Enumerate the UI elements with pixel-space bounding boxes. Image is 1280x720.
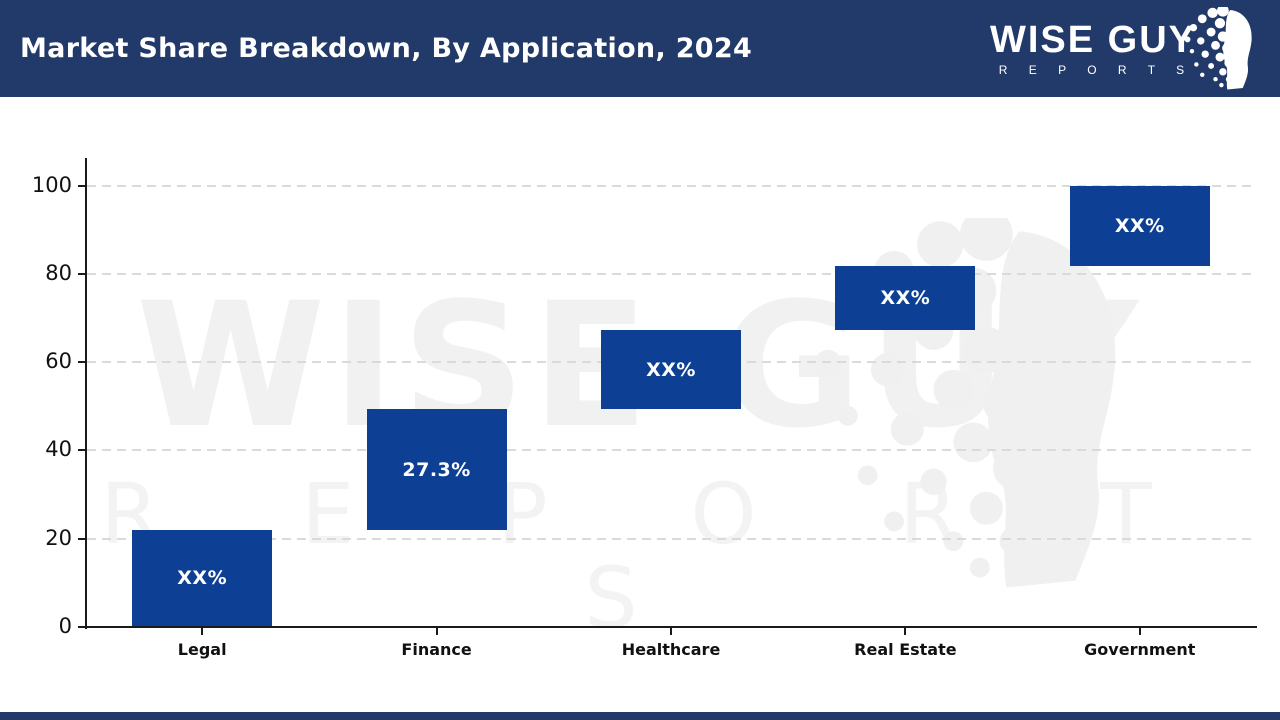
bar-value-label: XX% bbox=[646, 358, 696, 381]
x-tick-mark bbox=[904, 628, 907, 635]
y-tick-mark bbox=[78, 626, 85, 628]
bar-value-label: XX% bbox=[880, 286, 931, 309]
dotted-head-icon bbox=[1184, 6, 1252, 90]
x-category-label: Real Estate bbox=[854, 640, 957, 659]
page-title: Market Share Breakdown, By Application, … bbox=[20, 33, 753, 64]
x-category-label: Healthcare bbox=[621, 640, 721, 659]
bar-value-label: 27.3% bbox=[402, 458, 471, 481]
bar-real-estate: XX% bbox=[835, 265, 976, 330]
y-tick-label: 0 bbox=[58, 614, 72, 638]
x-tick-mark bbox=[1138, 628, 1141, 635]
y-tick-label: 60 bbox=[45, 349, 72, 374]
y-tick-mark bbox=[78, 272, 85, 275]
x-tick-mark bbox=[670, 628, 672, 635]
x-category-label: Finance bbox=[401, 640, 472, 659]
y-axis-line bbox=[85, 158, 87, 629]
bar-healthcare: XX% bbox=[601, 329, 741, 410]
brand-subname: R E P O R T S bbox=[998, 63, 1194, 77]
footer-bar bbox=[0, 712, 1280, 720]
bar-government: XX% bbox=[1069, 185, 1210, 266]
y-tick-label: 100 bbox=[31, 172, 72, 197]
y-gridline bbox=[87, 537, 1257, 540]
x-tick-mark bbox=[201, 628, 204, 635]
bar-value-label: XX% bbox=[177, 567, 228, 590]
x-tick-mark bbox=[435, 628, 438, 635]
bar-finance: 27.3% bbox=[366, 409, 507, 530]
brand-name: WISE GUY bbox=[989, 19, 1196, 61]
y-tick-mark bbox=[78, 449, 85, 452]
x-category-label: Government bbox=[1084, 640, 1196, 659]
brand-logo: WISE GUY R E P O R T S bbox=[990, 6, 1254, 91]
y-tick-label: 80 bbox=[45, 260, 72, 285]
x-category-label: Legal bbox=[177, 640, 227, 659]
y-tick-mark bbox=[78, 537, 85, 540]
y-tick-label: 40 bbox=[45, 437, 72, 462]
y-tick-mark bbox=[78, 184, 85, 187]
y-tick-label: 20 bbox=[45, 525, 72, 550]
x-axis-line bbox=[85, 626, 1257, 628]
y-gridline bbox=[87, 184, 1257, 187]
header-bar: Market Share Breakdown, By Application, … bbox=[0, 0, 1280, 97]
y-gridline bbox=[87, 272, 1257, 275]
y-gridline bbox=[87, 449, 1257, 452]
bar-legal: XX% bbox=[132, 529, 273, 627]
brand-logo-text: WISE GUY R E P O R T S bbox=[990, 21, 1196, 76]
bar-value-label: XX% bbox=[1114, 214, 1165, 237]
y-tick-mark bbox=[78, 361, 85, 364]
